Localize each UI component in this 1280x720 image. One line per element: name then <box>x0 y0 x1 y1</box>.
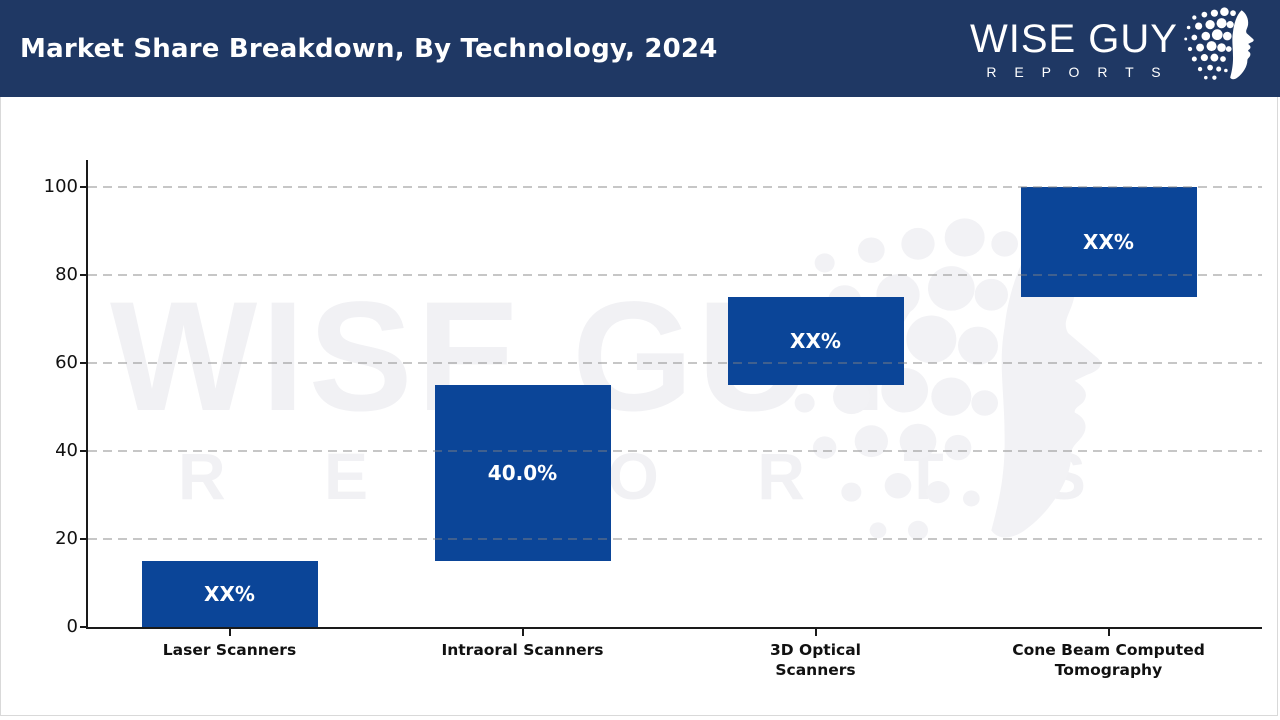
x-tick <box>228 627 231 636</box>
y-tick-label: 20 <box>55 528 78 549</box>
category-label-line: 3D Optical <box>769 641 861 659</box>
x-tick <box>521 627 524 636</box>
y-tick <box>80 186 88 188</box>
bar: XX% <box>1020 187 1197 297</box>
bar-value-label: XX% <box>790 329 841 353</box>
y-tick <box>80 362 88 364</box>
bar-value-label: XX% <box>204 582 255 606</box>
gridline <box>88 450 1262 452</box>
bar-value-label: 40.0% <box>487 461 558 485</box>
y-tick-label: 0 <box>66 616 78 637</box>
y-tick <box>80 450 88 452</box>
y-tick <box>80 538 88 540</box>
category-label: Laser Scanners <box>80 640 380 660</box>
chart-area: 0 20 40 60 80 100 XX% Laser Scanners 40.0% Intrao… <box>0 97 1280 720</box>
y-axis <box>86 160 88 629</box>
bar: XX% <box>141 561 318 627</box>
bar: 40.0% <box>434 385 611 561</box>
y-tick <box>80 274 88 276</box>
y-tick-label: 80 <box>55 264 78 285</box>
x-tick <box>814 627 817 636</box>
gridline <box>88 362 1262 364</box>
category-label: 3D Optical Scanners <box>666 640 966 680</box>
y-tick-label: 100 <box>43 176 78 197</box>
category-label-line: Tomography <box>1054 661 1163 679</box>
category-label: Intraoral Scanners <box>373 640 673 660</box>
x-axis <box>86 627 1262 629</box>
bar-value-label: XX% <box>1083 230 1134 254</box>
y-tick-label: 40 <box>55 440 78 461</box>
gridline <box>88 186 1262 188</box>
brand-name: WISE GUY <box>969 16 1178 61</box>
brand-logo: WISE GUY R E P O R T S <box>970 0 1266 97</box>
gridline <box>88 274 1262 276</box>
category-label-line: Scanners <box>775 661 856 679</box>
category-label-line: Laser Scanners <box>162 641 297 659</box>
brand-head-icon <box>1184 6 1254 80</box>
brand-logo-text: WISE GUY R E P O R T S <box>970 19 1178 79</box>
category-label: Cone Beam Computed Tomography <box>959 640 1259 680</box>
x-tick <box>1107 627 1110 636</box>
category-label-line: Cone Beam Computed <box>1012 641 1205 659</box>
gridline <box>88 538 1262 540</box>
header: Market Share Breakdown, By Technology, 2… <box>0 0 1280 97</box>
bar: XX% <box>727 297 904 385</box>
y-tick <box>80 626 88 628</box>
brand-subtitle: R E P O R T S <box>986 63 1168 80</box>
page-title: Market Share Breakdown, By Technology, 2… <box>20 33 718 64</box>
category-label-line: Intraoral Scanners <box>441 641 604 659</box>
y-tick-label: 60 <box>55 352 78 373</box>
